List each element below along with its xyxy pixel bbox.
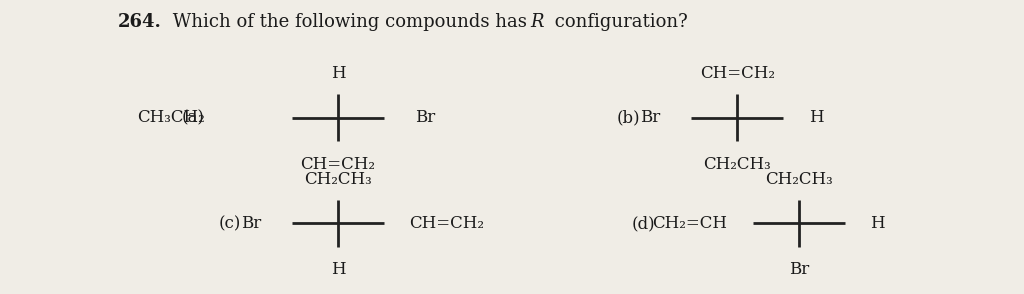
Text: (d): (d) [632,215,655,232]
Text: configuration?: configuration? [549,13,687,31]
Text: CH=CH₂: CH=CH₂ [699,65,775,82]
Text: (b): (b) [616,109,640,126]
Text: Br: Br [640,109,660,126]
Text: H: H [331,65,345,82]
Text: Br: Br [241,215,261,232]
Text: H: H [809,109,823,126]
Text: CH₃CH₂: CH₃CH₂ [137,109,205,126]
Text: (a): (a) [182,109,205,126]
Text: CH₂=CH: CH₂=CH [652,215,727,232]
Text: H: H [870,215,885,232]
Text: H: H [331,261,345,278]
Text: Which of the following compounds has: Which of the following compounds has [167,13,532,31]
Text: CH=CH₂: CH=CH₂ [410,215,484,232]
Text: CH₂CH₃: CH₂CH₃ [765,171,833,188]
Text: CH₂CH₃: CH₂CH₃ [304,171,372,188]
Text: CH₂CH₃: CH₂CH₃ [703,156,771,173]
Text: CH=CH₂: CH=CH₂ [300,156,376,173]
Text: 264.: 264. [118,13,162,31]
Text: Br: Br [788,261,809,278]
Text: Br: Br [415,109,435,126]
Text: R: R [530,13,544,31]
Text: (c): (c) [218,215,241,232]
